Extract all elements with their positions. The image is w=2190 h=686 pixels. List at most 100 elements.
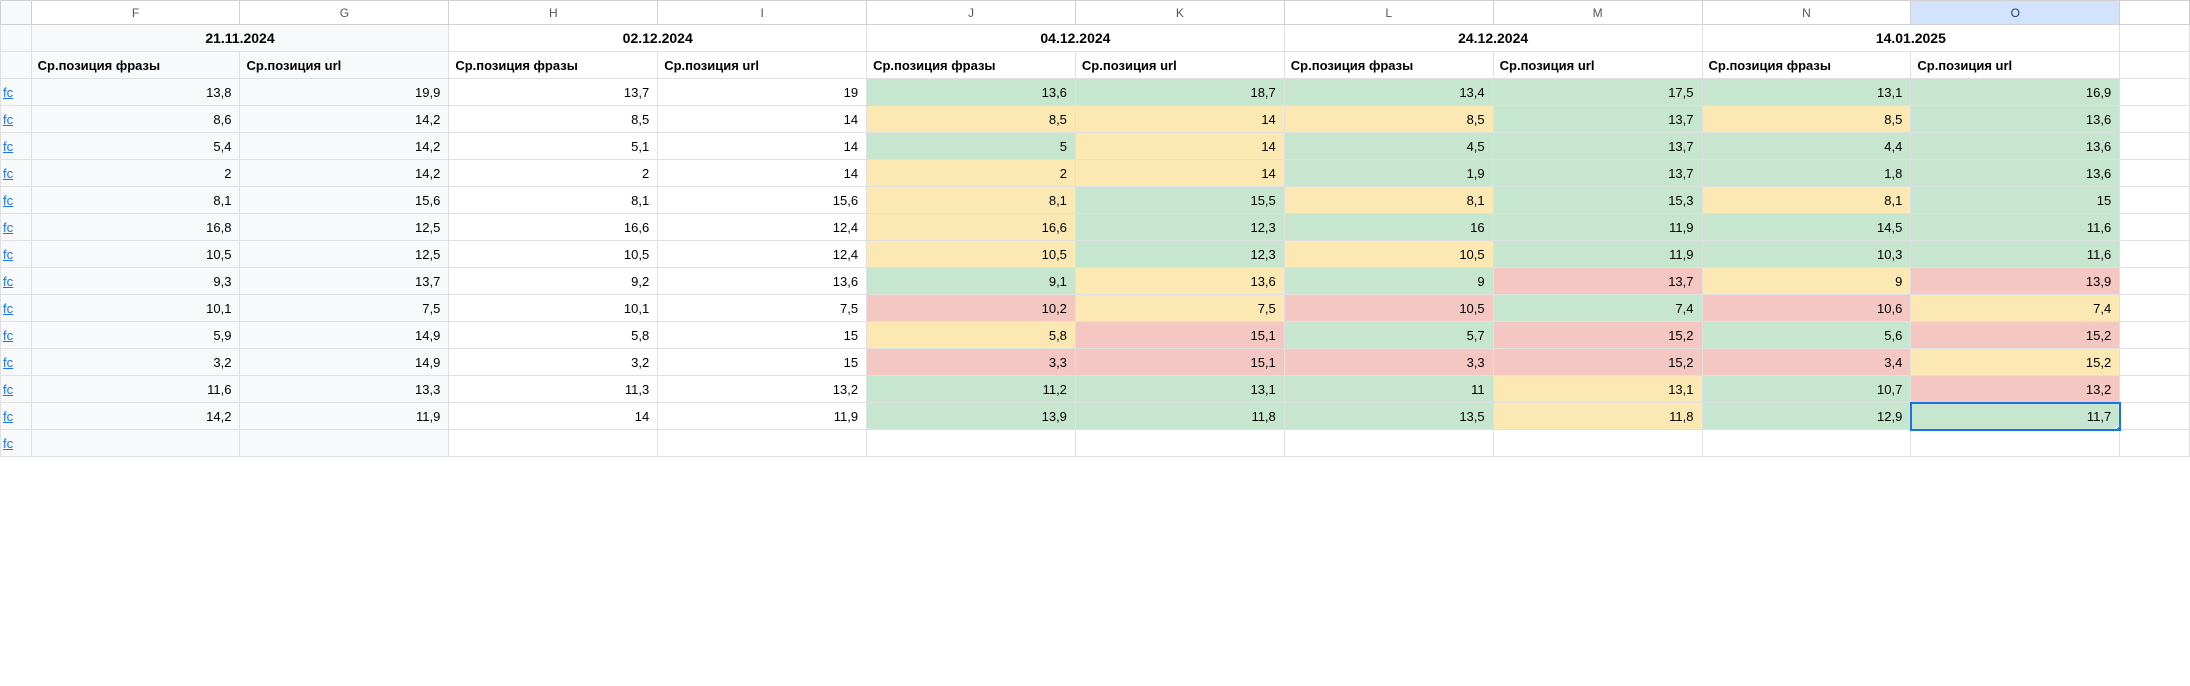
data-cell[interactable]: 12,3 — [1075, 214, 1284, 241]
row-link-stub[interactable]: fc — [1, 160, 32, 187]
data-cell[interactable]: 19 — [658, 79, 867, 106]
data-cell[interactable]: 17,5 — [1493, 79, 1702, 106]
data-cell[interactable]: 15,2 — [1493, 349, 1702, 376]
col-header-G[interactable]: G — [240, 1, 449, 25]
data-cell[interactable]: 13,1 — [1702, 79, 1911, 106]
data-cell[interactable]: 13,7 — [1493, 268, 1702, 295]
data-cell[interactable]: 9,1 — [867, 268, 1076, 295]
data-cell[interactable]: 8,1 — [1702, 187, 1911, 214]
data-cell[interactable]: 8,5 — [449, 106, 658, 133]
data-cell[interactable]: 11 — [1284, 376, 1493, 403]
data-cell[interactable]: 13,8 — [31, 79, 240, 106]
cell-end[interactable] — [2120, 349, 2190, 376]
row-link-stub[interactable]: fc — [1, 214, 32, 241]
data-cell[interactable]: 12,9 — [1702, 403, 1911, 430]
data-cell[interactable]: 5,1 — [449, 133, 658, 160]
data-cell[interactable]: 14,9 — [240, 322, 449, 349]
data-cell[interactable]: 7,4 — [1911, 295, 2120, 322]
empty-cell[interactable] — [1702, 430, 1911, 457]
data-cell[interactable]: 14,2 — [240, 160, 449, 187]
selection-handle[interactable] — [2116, 426, 2120, 430]
data-cell[interactable]: 15,6 — [658, 187, 867, 214]
data-cell[interactable]: 8,1 — [31, 187, 240, 214]
data-cell[interactable]: 13,6 — [1911, 160, 2120, 187]
data-cell[interactable]: 3,3 — [1284, 349, 1493, 376]
data-cell[interactable]: 11,2 — [867, 376, 1076, 403]
data-cell[interactable]: 13,6 — [867, 79, 1076, 106]
data-cell[interactable]: 16 — [1284, 214, 1493, 241]
spreadsheet[interactable]: F G H I J K L M N O 21.11.202402.12.2024… — [0, 0, 2190, 457]
row-link-stub[interactable]: fc — [1, 403, 32, 430]
data-cell[interactable]: 8,1 — [1284, 187, 1493, 214]
data-cell[interactable]: 14,2 — [31, 403, 240, 430]
data-cell[interactable]: 8,5 — [1702, 106, 1911, 133]
data-cell[interactable]: 3,2 — [449, 349, 658, 376]
data-cell[interactable]: 14 — [1075, 106, 1284, 133]
empty-cell[interactable] — [31, 430, 240, 457]
data-cell[interactable]: 10,5 — [867, 241, 1076, 268]
data-cell[interactable]: 18,7 — [1075, 79, 1284, 106]
data-cell[interactable]: 13,7 — [449, 79, 658, 106]
col-header-end[interactable] — [2120, 1, 2190, 25]
data-cell[interactable]: 11,9 — [1493, 241, 1702, 268]
cell-end[interactable] — [2120, 160, 2190, 187]
row-link-stub[interactable]: fc — [1, 295, 32, 322]
data-cell[interactable]: 13,6 — [1075, 268, 1284, 295]
data-cell[interactable]: 13,3 — [240, 376, 449, 403]
data-cell[interactable]: 10,3 — [1702, 241, 1911, 268]
data-cell[interactable]: 13,7 — [1493, 106, 1702, 133]
row-link-stub[interactable]: fc — [1, 106, 32, 133]
data-cell[interactable]: 15,2 — [1911, 349, 2120, 376]
data-cell[interactable]: 13,7 — [1493, 133, 1702, 160]
data-cell[interactable]: 19,9 — [240, 79, 449, 106]
col-header-F[interactable]: F — [31, 1, 240, 25]
data-cell[interactable]: 11,9 — [240, 403, 449, 430]
data-cell[interactable]: 2 — [449, 160, 658, 187]
data-cell[interactable]: 11,9 — [658, 403, 867, 430]
data-cell[interactable]: 13,1 — [1075, 376, 1284, 403]
data-cell[interactable]: 13,2 — [658, 376, 867, 403]
row-link-stub[interactable]: fc — [1, 430, 32, 457]
data-cell[interactable]: 10,1 — [449, 295, 658, 322]
cell-end[interactable] — [2120, 106, 2190, 133]
data-cell[interactable]: 9 — [1284, 268, 1493, 295]
corner-cell[interactable] — [1, 1, 32, 25]
data-cell[interactable]: 16,6 — [449, 214, 658, 241]
cell-end[interactable] — [2120, 214, 2190, 241]
data-cell[interactable]: 15,3 — [1493, 187, 1702, 214]
cell-end[interactable] — [2120, 241, 2190, 268]
data-cell[interactable]: 11,6 — [1911, 214, 2120, 241]
data-cell[interactable]: 9,3 — [31, 268, 240, 295]
data-cell[interactable]: 14 — [1075, 160, 1284, 187]
row-link-stub[interactable]: fc — [1, 79, 32, 106]
cell-end[interactable] — [2120, 430, 2190, 457]
row-link-stub[interactable]: fc — [1, 268, 32, 295]
data-cell[interactable]: 11,8 — [1075, 403, 1284, 430]
data-cell[interactable]: 12,5 — [240, 241, 449, 268]
data-cell[interactable]: 7,5 — [240, 295, 449, 322]
data-cell[interactable]: 16,9 — [1911, 79, 2120, 106]
data-cell[interactable]: 11,6 — [31, 376, 240, 403]
data-cell[interactable]: 1,9 — [1284, 160, 1493, 187]
data-cell[interactable]: 12,5 — [240, 214, 449, 241]
data-cell[interactable]: 11,8 — [1493, 403, 1702, 430]
data-cell[interactable]: 12,3 — [1075, 241, 1284, 268]
data-cell[interactable]: 14 — [658, 160, 867, 187]
empty-cell[interactable] — [449, 430, 658, 457]
col-header-I[interactable]: I — [658, 1, 867, 25]
data-cell[interactable]: 13,6 — [1911, 106, 2120, 133]
col-header-J[interactable]: J — [867, 1, 1076, 25]
data-cell[interactable]: 5,8 — [449, 322, 658, 349]
data-cell[interactable]: 13,7 — [240, 268, 449, 295]
data-cell[interactable]: 15,1 — [1075, 322, 1284, 349]
data-cell[interactable]: 13,6 — [1911, 133, 2120, 160]
data-cell[interactable]: 11,7 — [1911, 403, 2120, 430]
col-header-L[interactable]: L — [1284, 1, 1493, 25]
data-cell[interactable]: 13,7 — [1493, 160, 1702, 187]
data-cell[interactable]: 11,6 — [1911, 241, 2120, 268]
cell-end[interactable] — [2120, 376, 2190, 403]
data-cell[interactable]: 14 — [658, 106, 867, 133]
data-cell[interactable]: 15 — [658, 322, 867, 349]
data-cell[interactable]: 8,1 — [449, 187, 658, 214]
data-cell[interactable]: 13,5 — [1284, 403, 1493, 430]
